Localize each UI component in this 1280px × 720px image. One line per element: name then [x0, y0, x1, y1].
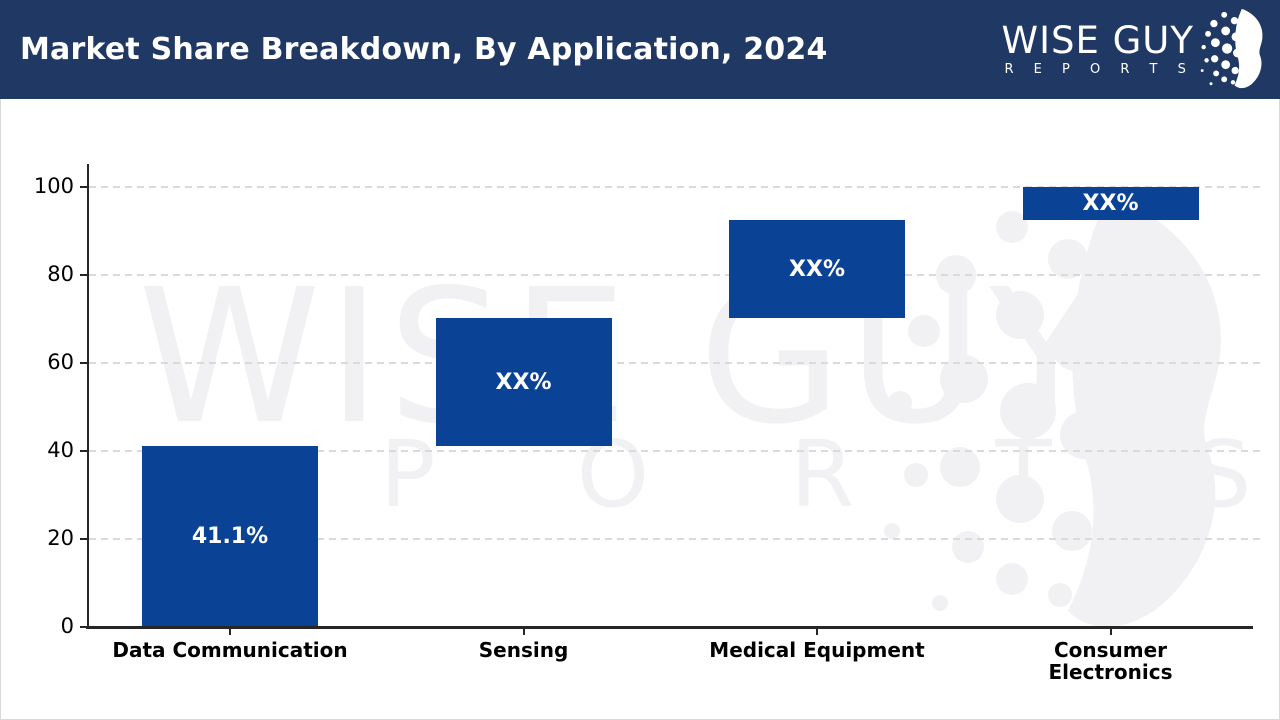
bar-2: XX%	[435, 318, 612, 447]
bar-value-label: 41.1%	[191, 524, 269, 550]
x-category-label: Data Communication	[112, 638, 348, 662]
y-tick-label-80: 80	[47, 262, 74, 286]
y-tick-mark-0	[80, 626, 88, 628]
brand-name: WISE GUY	[1001, 19, 1194, 62]
header-bar: Market Share Breakdown, By Application, …	[0, 0, 1280, 99]
y-tick-mark-40	[80, 450, 88, 452]
brand-logo: WISE GUY R E P O R T S	[1002, 0, 1270, 99]
bar-value-label: XX%	[1082, 191, 1139, 216]
gridline-100	[89, 186, 1262, 188]
x-axis-spine	[86, 626, 1253, 629]
watermark-head-icon	[860, 169, 1260, 669]
gridline-40	[89, 450, 1262, 452]
x-category-label: Consumer Electronics	[1048, 638, 1173, 684]
y-tick-label-0: 0	[60, 614, 74, 638]
brand-subtitle: R E P O R T S	[1004, 62, 1194, 77]
y-axis-spine	[87, 164, 89, 628]
y-tick-label-20: 20	[47, 526, 74, 550]
y-tick-label-40: 40	[47, 438, 74, 462]
bar-4: XX%	[1022, 187, 1199, 220]
y-tick-mark-60	[80, 362, 88, 364]
y-tick-mark-20	[80, 538, 88, 540]
x-tick-mark-1	[229, 629, 231, 635]
gridline-80	[89, 274, 1262, 276]
page-title: Market Share Breakdown, By Application, …	[20, 32, 828, 67]
y-tick-label-100: 100	[33, 174, 74, 198]
bar-value-label: XX%	[789, 256, 845, 282]
wiseguy-head-icon	[1196, 6, 1270, 94]
gridline-60	[89, 362, 1262, 364]
x-tick-mark-3	[816, 629, 818, 635]
y-tick-mark-80	[80, 274, 88, 276]
x-tick-mark-4	[1109, 629, 1112, 635]
y-tick-mark-100	[80, 186, 88, 188]
chart-plot-area: WISE GUY P O R T S 0 20 40 60 80 100 41.1% Data…	[0, 99, 1280, 720]
x-category-label: Medical Equipment	[709, 638, 925, 662]
bar-1: 41.1%	[142, 446, 318, 627]
x-tick-mark-2	[522, 629, 525, 635]
bar-value-label: XX%	[495, 369, 552, 395]
bar-3: XX%	[729, 220, 905, 319]
x-category-label: Sensing	[478, 638, 569, 662]
gridline-20	[89, 538, 1262, 540]
y-tick-label-60: 60	[47, 350, 74, 374]
brand-logo-text: WISE GUY R E P O R T S	[1002, 22, 1194, 77]
